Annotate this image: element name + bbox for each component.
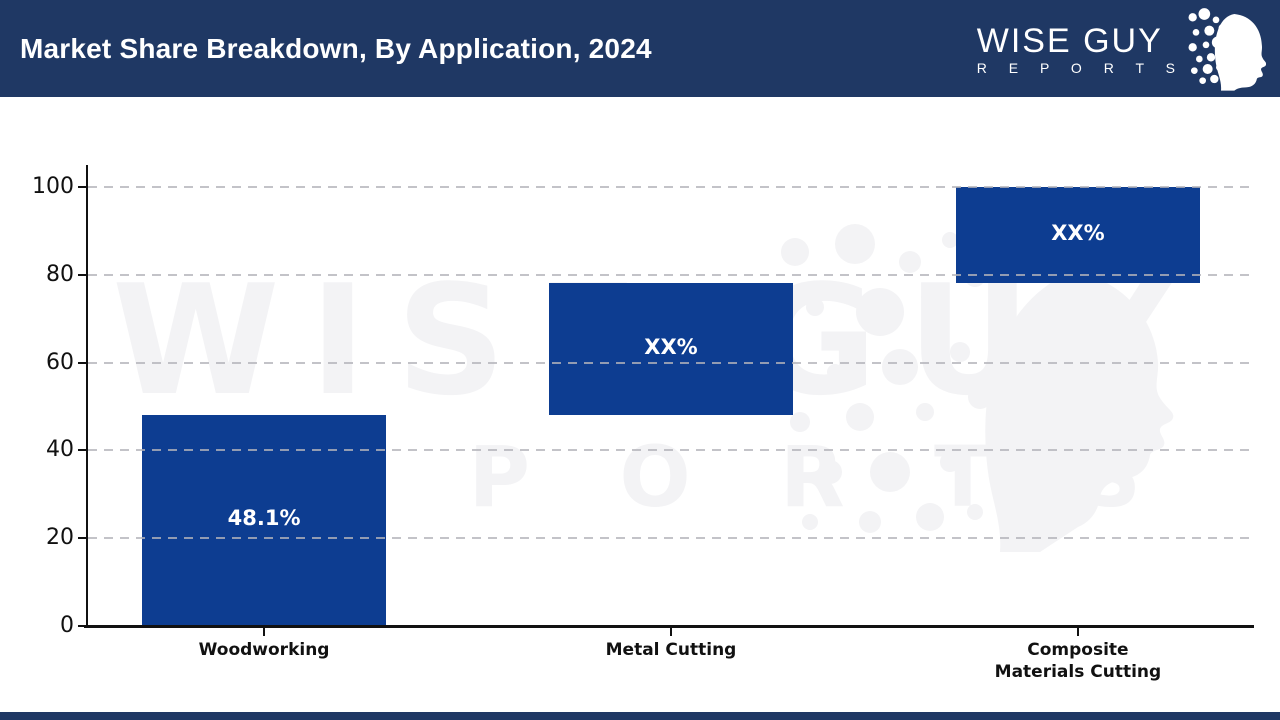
page-title: Market Share Breakdown, By Application, … [20, 32, 652, 64]
gridline-100 [88, 185, 1254, 188]
bar-metal-cutting [548, 283, 794, 415]
y-tick-mark-40 [78, 449, 87, 452]
gridline-40 [88, 449, 1254, 452]
watermark-face-icon [763, 224, 1174, 552]
y-axis-line [86, 165, 88, 628]
y-tick-mark-0 [78, 625, 87, 627]
x-category-label-woodworking: Woodworking [198, 640, 330, 660]
y-tick-label-80: 80 [46, 261, 74, 287]
x-category-label-metal-cutting: Metal Cutting [605, 640, 737, 660]
bar-value-label-metal-cutting: XX% [644, 334, 698, 359]
y-tick-label-0: 0 [60, 613, 74, 638]
plot-area: 48.1% XX% XX% [88, 165, 1254, 626]
y-tick-label-40: 40 [46, 437, 74, 463]
gridline-20 [88, 537, 1254, 540]
y-tick-label-100: 100 [32, 173, 74, 199]
brand-subname: R E P O R T S [976, 59, 1184, 76]
y-tick-label-60: 60 [46, 349, 74, 375]
bar-value-label-composite-materials-cutting: XX% [1051, 221, 1105, 246]
x-axis-line [84, 625, 1254, 628]
x-tick-mark-woodworking [263, 628, 266, 636]
brand-name: WISE GUY [976, 21, 1163, 60]
y-tick-label-20: 20 [46, 525, 74, 551]
wiseguy-face-icon [1188, 8, 1266, 91]
footer-bar [0, 712, 1280, 720]
x-category-label-composite-materials-cutting: Composite Materials Cutting [994, 640, 1162, 682]
bar-value-label-woodworking: 48.1% [227, 506, 301, 531]
bar-composite-materials-cutting [955, 186, 1201, 284]
y-tick-mark-20 [78, 537, 87, 540]
header-bar: Market Share Breakdown, By Application, … [0, 0, 1280, 97]
brand-logo: WISE GUY R E P O R T S [977, 6, 1266, 92]
y-tick-mark-100 [78, 185, 87, 188]
gridline-60 [88, 361, 1254, 364]
x-tick-mark-metal-cutting [670, 628, 672, 636]
y-tick-mark-80 [78, 273, 87, 276]
gridline-80 [88, 273, 1254, 276]
x-tick-mark-composite-materials-cutting [1076, 628, 1079, 636]
y-tick-mark-60 [78, 361, 87, 364]
brand-logo-text: WISE GUY R E P O R T S [977, 23, 1184, 76]
